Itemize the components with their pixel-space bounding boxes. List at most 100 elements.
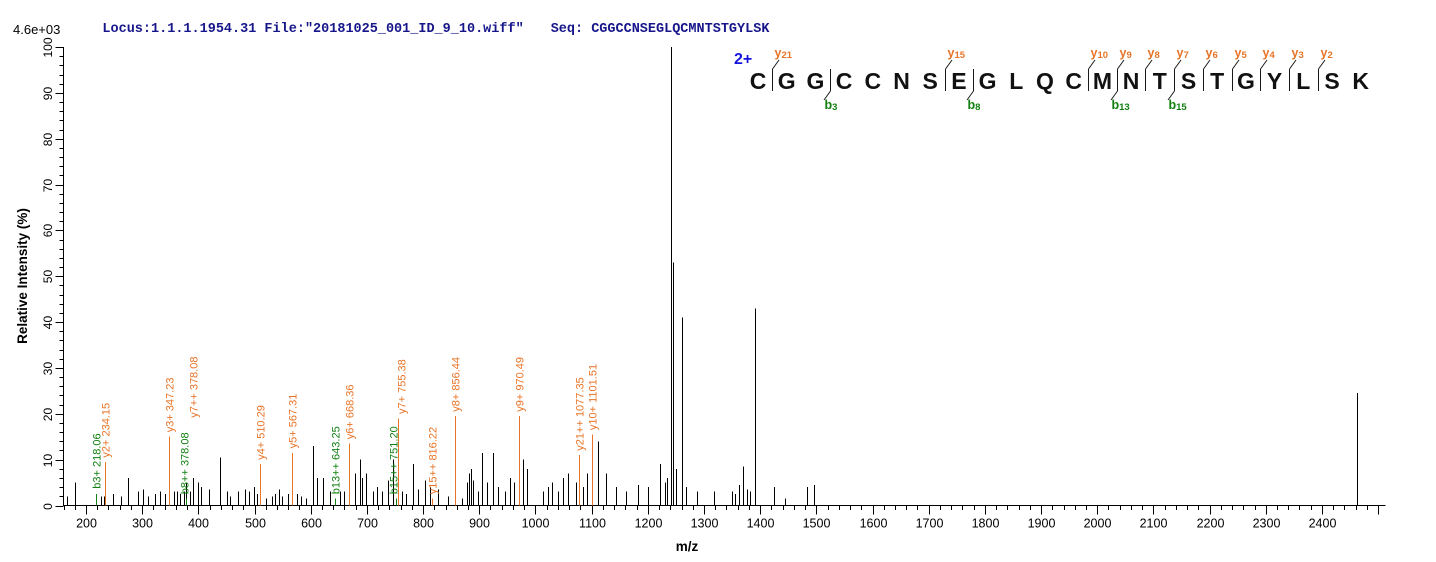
y-ion-tick [1203, 59, 1211, 70]
ion-annotation-label: y7++ 378.08 [189, 357, 201, 418]
ion-annotation-label: b8++ 378.08 [180, 432, 192, 494]
fragment-mark: y10 [1088, 46, 1109, 91]
y-tick-label: 50 [41, 270, 55, 284]
x-tick-label: 700 [357, 517, 378, 531]
b-ion-tick [1167, 90, 1175, 101]
residue: Q [1036, 68, 1054, 94]
x-tick-label: 1800 [972, 517, 1000, 531]
ion-annotation: y2+ 234.15 [101, 403, 113, 506]
residue: G [1237, 68, 1255, 94]
y-ion-label: y21 [775, 46, 793, 61]
x-axis-title: m/z [676, 539, 699, 554]
y-tick-label: 10 [41, 454, 55, 468]
ion-annotation: y21++ 1077.35 [575, 377, 587, 506]
fragment-mark: y8 [1145, 46, 1160, 91]
y-tick-label: 90 [41, 87, 55, 101]
residue: S [923, 68, 938, 94]
residue: M [1093, 68, 1112, 94]
fragment-mark: y7 b15 [1167, 46, 1189, 113]
ion-annotation-label: y2+ 234.15 [101, 403, 113, 458]
ion-annotation: y7++ 378.08 [189, 357, 201, 418]
axis-titles: Relative Intensity (%) m/z [15, 208, 698, 554]
ion-annotation-label: y10+ 1101.51 [588, 364, 600, 430]
b-ion-label: b13 [1112, 98, 1130, 113]
ion-annotation-label: y15++ 816.22 [428, 427, 440, 494]
ion-annotation: y9+ 970.49 [515, 357, 527, 506]
x-tick-label: 1300 [691, 517, 719, 531]
sequence-label: Seq: CGGCCNSEGLQCMNTSTGYLSK [550, 22, 770, 37]
residue: S [1181, 68, 1196, 94]
ion-annotation-label: y5+ 567.31 [288, 394, 300, 449]
y-ion-tick [772, 59, 780, 70]
x-axis-tick-labels: 200 300 400 500 600 700 800 900 1000 1100 1200 1300… [76, 517, 1336, 531]
fragment-mark: y9 b13 [1110, 46, 1132, 113]
y-ion-label: y2 [1321, 46, 1333, 61]
y-ion-label: y4 [1263, 46, 1276, 61]
ion-annotation-label: y7+ 755.38 [397, 359, 409, 414]
x-tick-label: 2300 [1253, 517, 1281, 531]
y-tick-label: 100 [41, 37, 55, 57]
y-ion-tick [1289, 59, 1297, 70]
ion-annotation: b15++ 751.20 [389, 426, 401, 506]
ion-annotation-label: y4+ 510.29 [256, 405, 268, 460]
y-ion-tick [1318, 59, 1326, 70]
fragment-mark: y3 [1289, 46, 1304, 91]
ion-annotation: y6+ 668.36 [345, 384, 357, 506]
y-ion-tick [945, 59, 953, 70]
y-axis-tick-labels: 0 10 20 30 40 50 60 70 80 90 100 [41, 37, 55, 510]
x-tick-label: 1900 [1028, 517, 1056, 531]
residue: C [750, 68, 767, 94]
residue: T [1210, 68, 1224, 94]
residue: K [1352, 68, 1369, 94]
ion-annotation: b8++ 378.08 [180, 432, 192, 506]
residue: L [1009, 68, 1023, 94]
peaks [67, 47, 1358, 506]
ion-annotation: y8+ 856.44 [451, 357, 463, 506]
max-intensity-label: 4.6e+03 [13, 22, 61, 37]
x-tick-label: 600 [301, 517, 322, 531]
y-ion-label: y9 [1120, 46, 1132, 61]
ion-annotation-label: b3+ 218.06 [92, 433, 104, 488]
ion-annotation: y4+ 510.29 [256, 405, 268, 506]
ion-annotation-label: y6+ 668.36 [345, 384, 357, 439]
residue: C [864, 68, 881, 94]
b-ion-label: b3 [825, 98, 838, 113]
y-ion-tick [1232, 59, 1240, 70]
y-tick-label: 80 [41, 133, 55, 147]
x-axis-ticks [64, 505, 1379, 515]
fragment-mark: b3 [823, 69, 838, 113]
x-tick-label: 2400 [1309, 517, 1337, 531]
y-ion-label: y6 [1206, 46, 1218, 61]
x-tick-label: 900 [469, 517, 490, 531]
fragment-mark: y21 [772, 46, 793, 91]
ion-annotation-label: y3+ 347.23 [165, 378, 177, 433]
y-tick-label: 70 [41, 179, 55, 193]
b-ion-tick [1110, 90, 1118, 101]
y-ion-label: y8 [1148, 46, 1160, 61]
fragment-mark: y15 [945, 46, 966, 91]
fragment-mark: b8 [966, 69, 980, 113]
y-ion-label: y10 [1091, 46, 1109, 61]
x-tick-label: 400 [188, 517, 209, 531]
residue: G [778, 68, 796, 94]
x-tick-label: 1700 [916, 517, 944, 531]
residue: N [1123, 68, 1140, 94]
residue: G [979, 68, 997, 94]
ion-annotation: y10+ 1101.51 [588, 364, 600, 506]
residue: N [893, 68, 910, 94]
y-ion-label: y7 [1177, 46, 1189, 61]
ion-annotation: b13++ 643.25 [331, 426, 343, 506]
x-tick-label: 800 [413, 517, 434, 531]
b-ion-label: b15 [1169, 98, 1188, 113]
ion-annotation-label: y8+ 856.44 [451, 357, 463, 412]
b-ion-tick [966, 90, 974, 101]
x-tick-label: 1500 [803, 517, 831, 531]
x-tick-label: 1100 [579, 517, 606, 531]
y-ion-tick [1145, 59, 1153, 70]
residue: C [1065, 68, 1082, 94]
fragment-mark: y4 [1260, 46, 1276, 91]
x-tick-label: 200 [76, 517, 97, 531]
y-tick-label: 30 [41, 362, 55, 376]
